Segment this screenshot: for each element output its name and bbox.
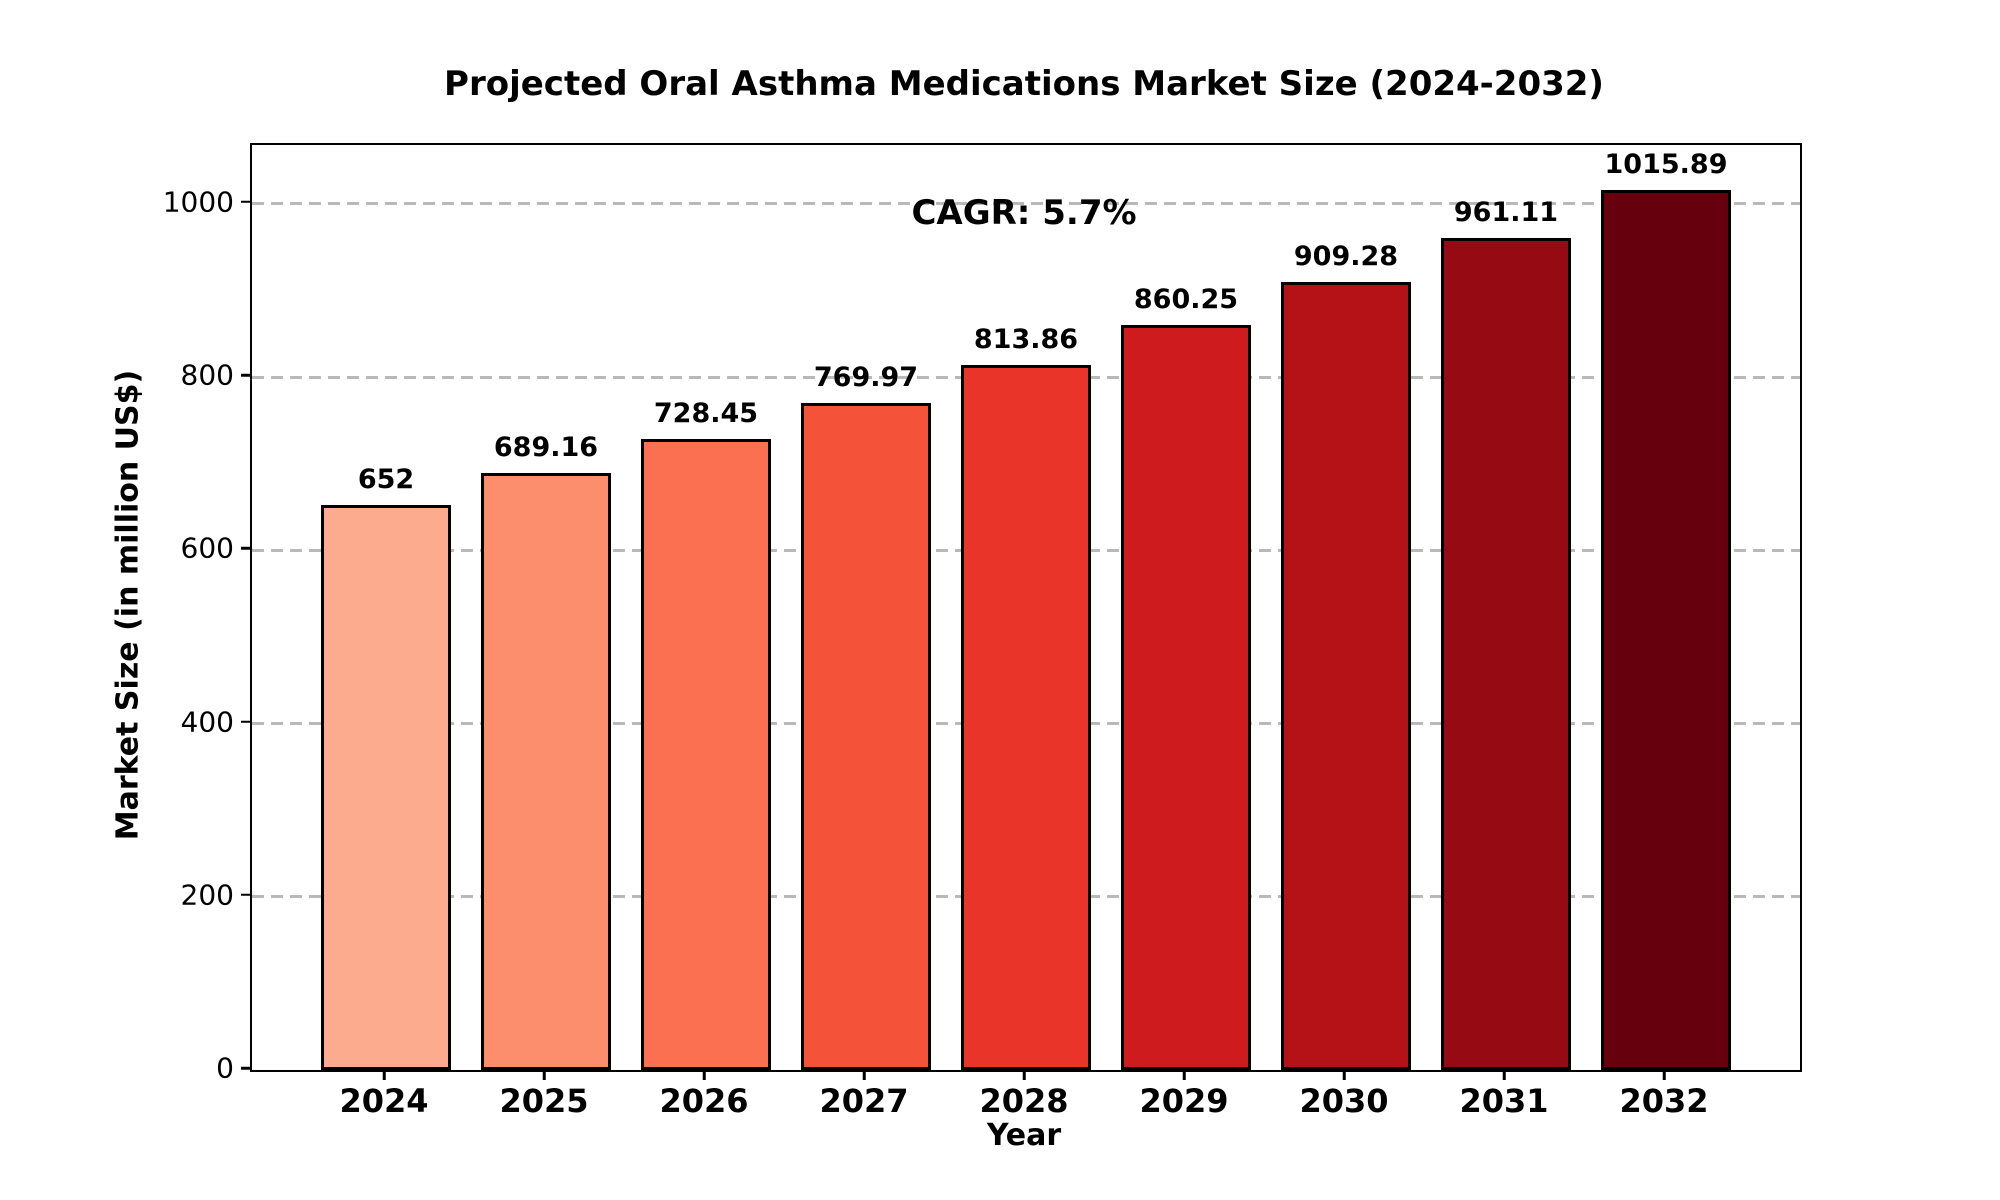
x-tick-mark	[862, 1070, 866, 1080]
x-tick-label: 2025	[499, 1082, 589, 1120]
plot-area: 652 689.16 728.45 769.97 813.86 860.25 909.28 9…	[250, 143, 1802, 1072]
x-tick-label: 2031	[1459, 1082, 1549, 1120]
y-tick-label: 0	[216, 1051, 234, 1085]
y-tick-label: 800	[180, 358, 234, 392]
bar-2032	[1601, 190, 1731, 1070]
x-tick-label: 2027	[819, 1082, 909, 1120]
x-tick-mark	[1662, 1070, 1666, 1080]
bar-2025	[481, 473, 611, 1070]
bar-2027	[801, 403, 931, 1070]
x-tick-mark	[1022, 1070, 1026, 1080]
x-tick-mark	[1502, 1070, 1506, 1080]
chart-title: Projected Oral Asthma Medications Market…	[444, 64, 1604, 104]
y-tick-mark	[241, 200, 250, 204]
x-axis-label: Year	[986, 1118, 1062, 1153]
x-tick-mark	[382, 1070, 386, 1080]
bar-2030	[1281, 282, 1411, 1070]
x-tick-label: 2030	[1299, 1082, 1389, 1120]
y-tick-mark	[241, 373, 250, 377]
bar-2028	[961, 365, 1091, 1070]
bar-value-label: 961.11	[1453, 196, 1559, 228]
gridline	[252, 202, 1800, 206]
bar-2026	[641, 439, 771, 1070]
y-tick-label: 1000	[162, 185, 234, 219]
y-tick-mark	[241, 547, 250, 550]
y-tick-label: 600	[180, 531, 234, 565]
bar-value-label: 728.45	[653, 398, 759, 430]
y-tick-mark	[241, 1066, 250, 1070]
x-tick-mark	[542, 1070, 546, 1080]
x-tick-label: 2026	[659, 1082, 749, 1120]
bar-2031	[1441, 237, 1571, 1070]
bar-value-label: 813.86	[973, 324, 1079, 356]
bar-value-label: 689.16	[493, 432, 599, 464]
bar-value-label: 1015.89	[1604, 149, 1728, 181]
y-tick-label: 200	[180, 878, 234, 912]
y-axis-label: Market Size (in million US$)	[110, 369, 146, 841]
bar-value-label: 860.25	[1133, 283, 1239, 315]
bar-2029	[1121, 324, 1251, 1070]
y-tick-mark	[241, 893, 250, 897]
x-tick-mark	[1342, 1070, 1346, 1080]
y-tick-mark	[241, 720, 250, 723]
x-tick-mark	[1182, 1070, 1186, 1080]
x-tick-label: 2024	[339, 1082, 429, 1120]
cagr-annotation: CAGR: 5.7%	[911, 193, 1137, 233]
x-tick-mark	[702, 1070, 706, 1080]
bar-value-label: 769.97	[813, 362, 919, 394]
y-tick-label: 400	[180, 705, 234, 739]
x-tick-label: 2028	[979, 1082, 1069, 1120]
bar-2024	[321, 505, 451, 1070]
bar-value-label: 652	[357, 464, 415, 496]
x-tick-label: 2029	[1139, 1082, 1229, 1120]
x-tick-label: 2032	[1619, 1082, 1709, 1120]
bar-value-label: 909.28	[1293, 241, 1399, 273]
